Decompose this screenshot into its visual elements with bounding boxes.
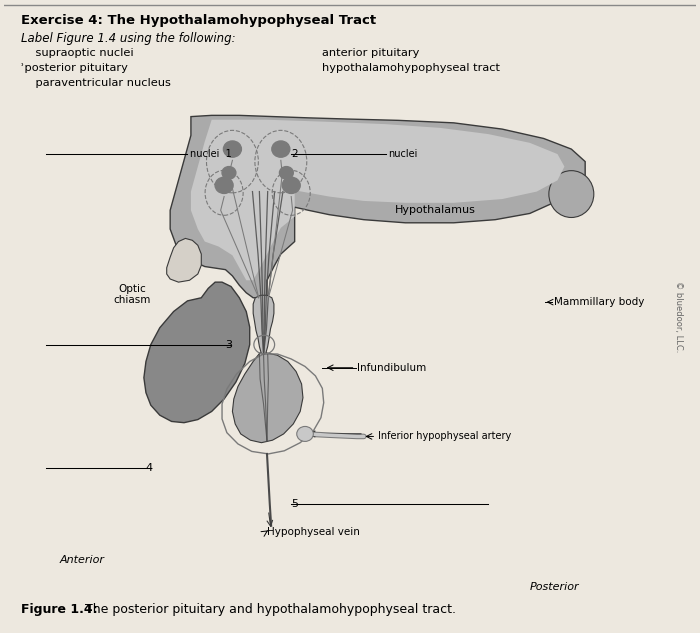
Circle shape xyxy=(215,177,233,194)
Text: Anterior: Anterior xyxy=(60,555,104,565)
Text: The posterior pituitary and hypothalamohypophyseal tract.: The posterior pituitary and hypothalamoh… xyxy=(77,603,456,616)
Text: nuclei  1: nuclei 1 xyxy=(190,149,231,159)
Polygon shape xyxy=(167,239,202,282)
Text: supraoptic nuclei: supraoptic nuclei xyxy=(22,48,134,58)
Text: © bluedoor, LLC.: © bluedoor, LLC. xyxy=(674,281,683,352)
Polygon shape xyxy=(232,353,303,442)
Text: Posterior: Posterior xyxy=(530,582,580,592)
Text: Optic
chiasm: Optic chiasm xyxy=(113,284,150,306)
Polygon shape xyxy=(253,295,274,354)
Text: Label Figure 1.4 using the following:: Label Figure 1.4 using the following: xyxy=(22,32,236,46)
Text: 3: 3 xyxy=(225,340,232,349)
Circle shape xyxy=(222,166,236,179)
Text: hypothalamohypophyseal tract: hypothalamohypophyseal tract xyxy=(322,63,500,73)
Text: paraventricular nucleus: paraventricular nucleus xyxy=(22,78,171,88)
Text: Hypophyseal vein: Hypophyseal vein xyxy=(267,527,360,537)
Text: Exercise 4: The Hypothalamohypophyseal Tract: Exercise 4: The Hypothalamohypophyseal T… xyxy=(22,13,377,27)
Text: 5: 5 xyxy=(291,499,298,509)
Circle shape xyxy=(282,177,300,194)
Polygon shape xyxy=(170,115,585,298)
Polygon shape xyxy=(191,120,564,280)
Text: 4: 4 xyxy=(146,463,153,473)
Circle shape xyxy=(272,141,290,157)
Text: anterior pituitary: anterior pituitary xyxy=(322,48,420,58)
Text: Hypothalamus: Hypothalamus xyxy=(395,205,476,215)
Text: ʾposterior pituitary: ʾposterior pituitary xyxy=(22,63,128,73)
Polygon shape xyxy=(144,282,250,423)
Circle shape xyxy=(297,427,314,441)
Text: Figure 1.4:: Figure 1.4: xyxy=(22,603,98,616)
Text: Mammillary body: Mammillary body xyxy=(554,297,645,307)
Circle shape xyxy=(279,166,293,179)
Text: Infundibulum: Infundibulum xyxy=(357,363,426,373)
Text: nuclei: nuclei xyxy=(388,149,417,159)
Text: Inferior hypophyseal artery: Inferior hypophyseal artery xyxy=(378,432,511,441)
Ellipse shape xyxy=(549,171,594,218)
Circle shape xyxy=(223,141,242,157)
Text: 2: 2 xyxy=(291,149,298,159)
